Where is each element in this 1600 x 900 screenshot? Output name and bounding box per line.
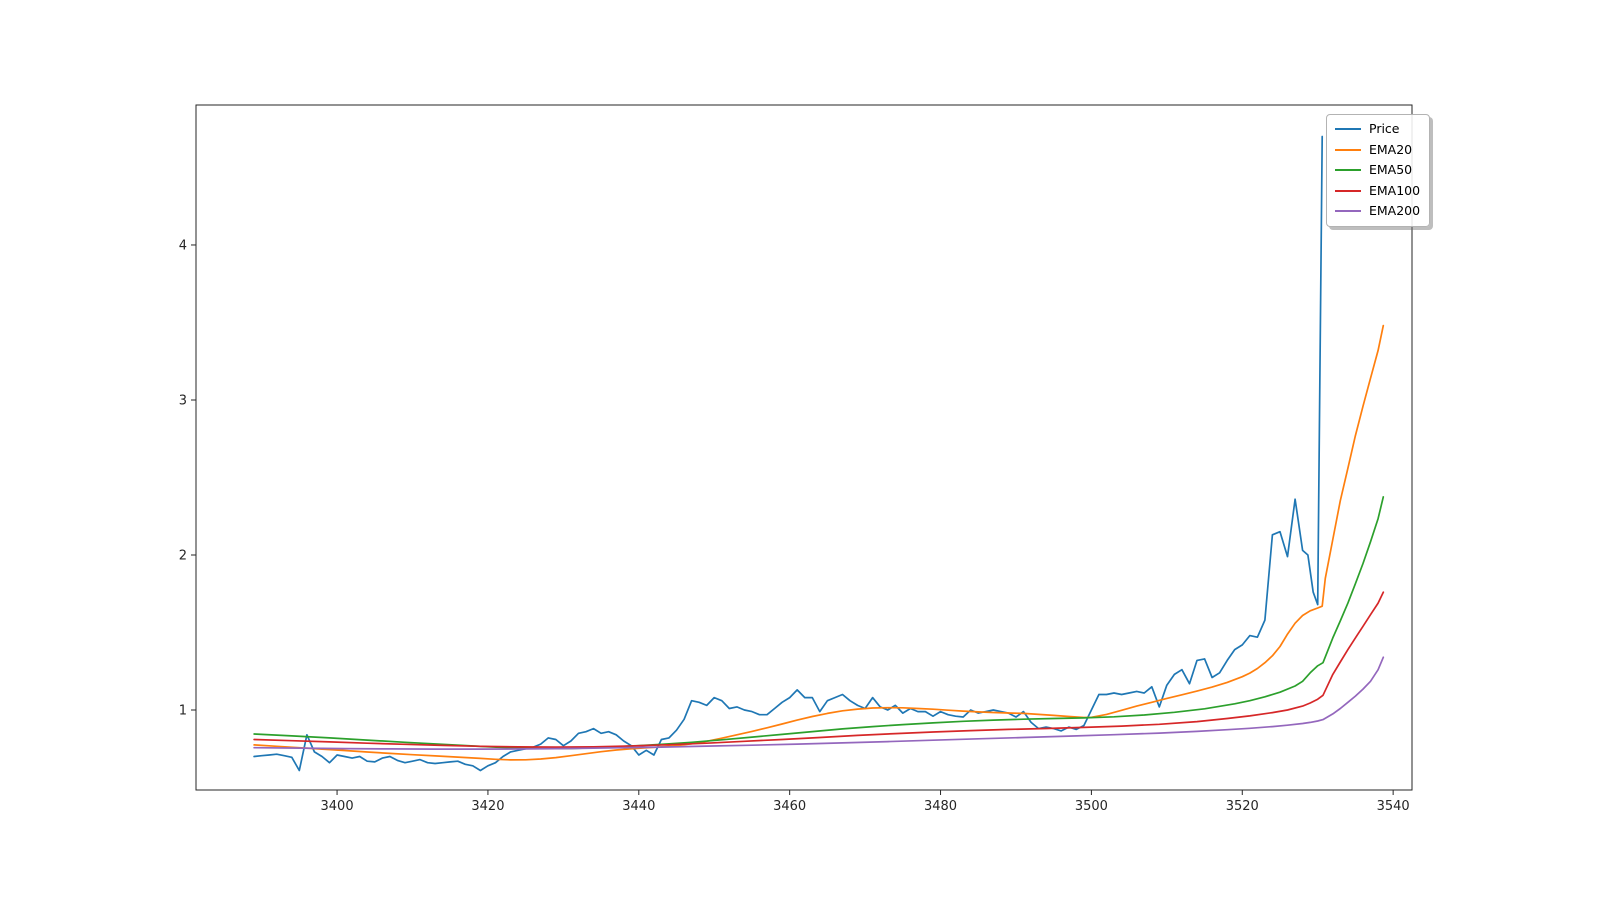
x-tick-label: 3400	[321, 799, 354, 814]
x-tick-label: 3460	[773, 799, 806, 814]
legend-label-ema200: EMA200	[1369, 203, 1421, 218]
x-tick-label: 3440	[622, 799, 655, 814]
axes-border	[195, 104, 1413, 791]
x-tick-label: 3480	[924, 799, 957, 814]
legend-label-price: Price	[1369, 121, 1400, 136]
ema200-line	[253, 656, 1385, 750]
ema100-line-sample	[1335, 189, 1361, 192]
legend-label-ema50: EMA50	[1369, 162, 1413, 177]
x-tick-label: 3540	[1377, 799, 1410, 814]
ema20-line	[253, 324, 1385, 761]
y-tick-label: 4	[179, 238, 187, 253]
x-tick-label: 3500	[1075, 799, 1108, 814]
legend-entry-ema200: EMA200	[1335, 201, 1420, 222]
ema50-line-sample	[1335, 169, 1361, 172]
y-tick-label: 2	[179, 549, 187, 564]
ema200-line-sample	[1335, 210, 1361, 213]
legend-entry-ema50: EMA50	[1335, 160, 1420, 181]
ema100-line	[253, 591, 1385, 748]
legend-label-ema20: EMA20	[1369, 141, 1413, 157]
legend-entry-ema20: EMA20	[1335, 140, 1420, 161]
legend-entry-ema100: EMA100	[1335, 181, 1420, 202]
y-tick-label: 3	[179, 393, 187, 408]
price-line-sample	[1335, 128, 1361, 131]
legend-label-ema100: EMA100	[1369, 182, 1421, 198]
price-line	[253, 135, 1324, 772]
x-tick-label: 3420	[471, 799, 504, 814]
legend-entry-price: Price	[1335, 119, 1420, 140]
ema20-line-sample	[1335, 148, 1361, 151]
x-tick-label: 3520	[1226, 799, 1259, 814]
legend: Price EMA20 EMA50 EMA100 EMA200	[1326, 114, 1431, 227]
y-tick-label: 1	[179, 704, 187, 719]
